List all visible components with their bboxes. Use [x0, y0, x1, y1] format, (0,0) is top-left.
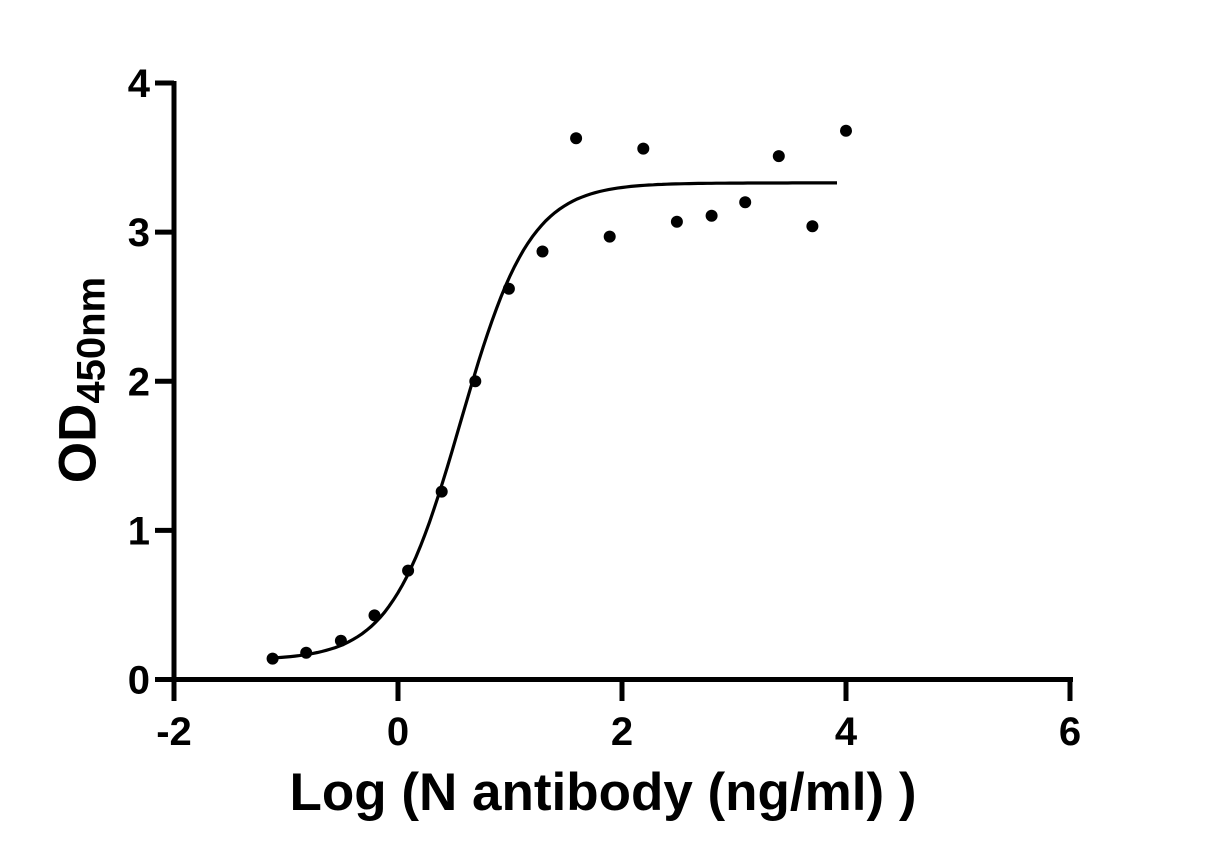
x-tick-label: 2: [611, 710, 633, 754]
y-tick-label: 3: [128, 211, 150, 255]
x-tick-label: 4: [835, 710, 858, 754]
data-point: [670, 215, 683, 228]
y-axis-title-main: OD: [48, 403, 108, 484]
data-point: [772, 150, 785, 163]
data-point: [536, 245, 549, 258]
axis-ticks: [155, 80, 1073, 701]
data-point: [469, 375, 482, 388]
axes: [169, 81, 1073, 682]
data-point: [402, 564, 415, 577]
y-tick-label: 4: [128, 62, 151, 106]
data-point: [266, 652, 279, 665]
y-axis-title: OD450nm: [48, 277, 114, 484]
x-tick-label: 0: [387, 710, 409, 754]
data-point: [570, 132, 583, 145]
y-tick-label: 1: [128, 509, 150, 553]
data-point: [334, 634, 347, 647]
data-point: [435, 485, 448, 498]
data-point: [705, 209, 718, 222]
data-point: [637, 142, 650, 155]
y-axis-title-subscript: 450nm: [69, 276, 114, 404]
fit-curve-group: [272, 181, 837, 660]
y-tick-label: 2: [128, 360, 150, 404]
data-points: [266, 124, 852, 665]
x-axis-title: Log (N antibody (ng/ml) ): [289, 763, 917, 822]
data-point: [739, 196, 752, 209]
x-tick-label: -2: [156, 710, 192, 754]
data-point: [368, 609, 381, 622]
data-point: [300, 646, 313, 659]
fit-curve: [272, 181, 837, 660]
y-tick-label: 0: [128, 659, 150, 703]
data-point: [840, 124, 852, 137]
data-point: [502, 282, 515, 295]
x-tick-label: 6: [1059, 710, 1081, 754]
data-point: [806, 220, 819, 233]
data-point: [603, 230, 616, 243]
